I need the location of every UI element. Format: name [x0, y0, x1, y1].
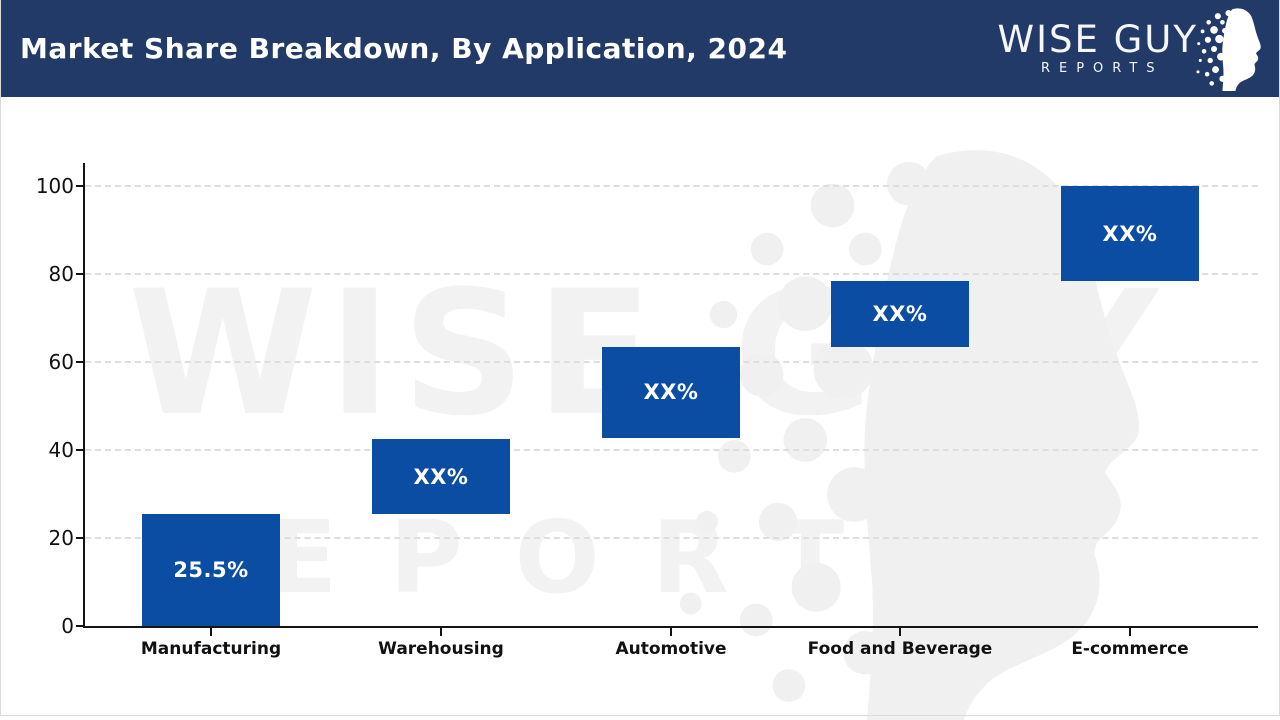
x-tick-4: [1129, 628, 1131, 636]
y-tick-label-0: 0: [61, 614, 74, 638]
category-label-2: Automotive: [615, 639, 727, 659]
x-tick-2: [670, 628, 672, 636]
category-label-4: E-commerce: [1071, 639, 1189, 659]
y-tick-60: [76, 361, 85, 363]
y-tick-label-40: 40: [48, 438, 74, 462]
header-bar: Market Share Breakdown, By Application, …: [0, 0, 1280, 97]
brand-head-icon: [1196, 7, 1261, 91]
bar-value-label: 25.5%: [173, 557, 249, 582]
bar-warehousing: XX%: [372, 439, 510, 514]
bar-food-and-beverage: XX%: [831, 281, 969, 348]
y-tick-0: [76, 625, 85, 627]
y-tick-label-100: 100: [35, 174, 74, 198]
category-label-0: Manufacturing: [140, 639, 282, 659]
category-label-1: Warehousing: [378, 639, 504, 659]
brand-logo: WISE GUY REPORTS: [998, 7, 1266, 91]
gridline-y20: [85, 537, 1258, 539]
y-tick-40: [76, 449, 85, 451]
y-tick-label-80: 80: [48, 262, 74, 286]
gridline-y80: [85, 273, 1258, 275]
x-tick-1: [440, 628, 442, 636]
y-tick-label-60: 60: [48, 350, 74, 374]
bar-e-commerce: XX%: [1061, 186, 1199, 282]
brand-name: WISE GUY: [997, 18, 1198, 61]
brand-logo-text: WISE GUY REPORTS: [998, 21, 1198, 76]
x-axis: [83, 626, 1258, 628]
x-tick-0: [210, 628, 212, 636]
category-label-3: Food and Beverage: [807, 639, 993, 659]
brand-subtitle: REPORTS: [1040, 61, 1164, 76]
gridline-y100: [85, 185, 1258, 187]
y-tick-label-20: 20: [48, 526, 74, 550]
page-title: Market Share Breakdown, By Application, …: [20, 32, 788, 65]
bar-value-label: XX%: [413, 464, 469, 489]
bar-automotive: XX%: [602, 347, 740, 438]
x-tick-3: [899, 628, 901, 636]
bar-manufacturing: 25.5%: [142, 513, 280, 626]
y-tick-80: [76, 273, 85, 275]
bar-value-label: XX%: [1102, 221, 1158, 246]
gridline-y40: [85, 449, 1258, 451]
bar-value-label: XX%: [872, 302, 928, 327]
y-axis: [83, 163, 85, 628]
bar-value-label: XX%: [643, 380, 699, 405]
y-tick-20: [76, 537, 85, 539]
y-tick-100: [76, 185, 85, 187]
